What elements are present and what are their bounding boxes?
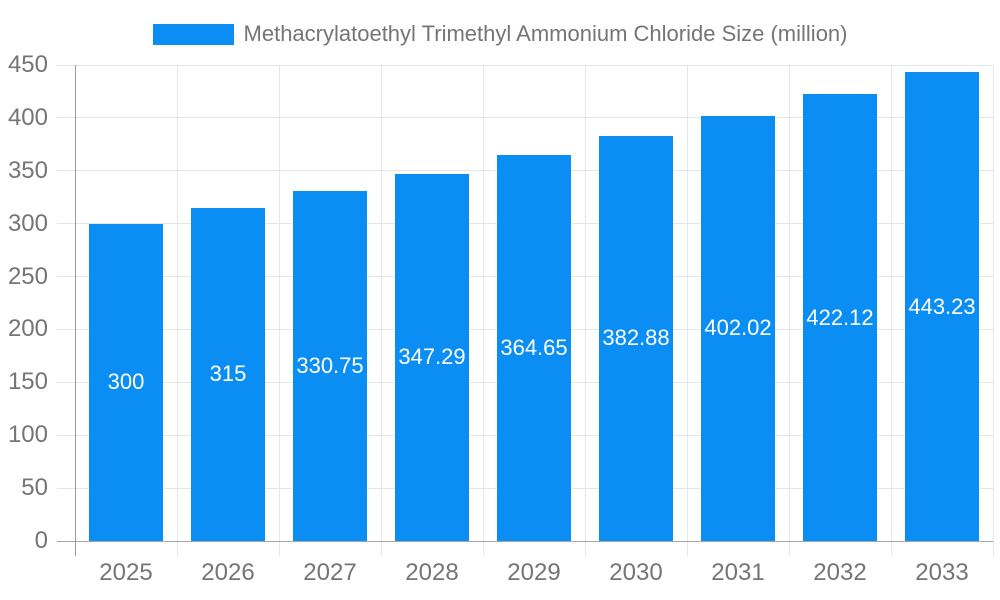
x-tick-label: 2032 bbox=[813, 559, 867, 586]
bar-value-label: 315 bbox=[209, 361, 247, 387]
bar-value-label: 300 bbox=[107, 369, 145, 395]
bar[interactable] bbox=[497, 155, 571, 541]
x-gridline bbox=[890, 65, 892, 556]
y-gridline bbox=[57, 64, 993, 66]
x-gridline bbox=[788, 65, 790, 556]
y-tick-label: 150 bbox=[7, 368, 48, 396]
x-tick-label: 2026 bbox=[201, 559, 255, 586]
y-tick-label: 450 bbox=[7, 51, 48, 78]
x-tick-label: 2031 bbox=[711, 559, 765, 586]
y-tick-label: 200 bbox=[7, 315, 48, 343]
legend[interactable]: Methacrylatoethyl Trimethyl Ammonium Chl… bbox=[0, 21, 1000, 47]
x-gridline bbox=[482, 65, 484, 556]
x-tick-label: 2027 bbox=[303, 559, 357, 586]
bar[interactable] bbox=[293, 191, 367, 541]
x-tick-label: 2025 bbox=[99, 559, 153, 586]
bar-value-label: 402.02 bbox=[704, 315, 772, 341]
bar[interactable] bbox=[599, 135, 673, 541]
bar-value-label: 364.65 bbox=[500, 335, 568, 361]
legend-label: Methacrylatoethyl Trimethyl Ammonium Chl… bbox=[243, 21, 848, 46]
legend-swatch bbox=[152, 23, 234, 45]
x-gridline bbox=[584, 65, 586, 556]
bar[interactable] bbox=[395, 173, 469, 541]
bar[interactable] bbox=[89, 223, 163, 541]
bar-value-label: 330.75 bbox=[296, 353, 364, 379]
x-gridline bbox=[992, 65, 994, 556]
y-tick-label: 250 bbox=[7, 262, 48, 290]
x-tick-label: 2029 bbox=[507, 559, 561, 586]
bar-value-label: 443.23 bbox=[908, 293, 976, 319]
bar[interactable] bbox=[701, 115, 775, 541]
bar[interactable] bbox=[191, 207, 265, 541]
x-tick-label: 2033 bbox=[915, 559, 969, 586]
y-tick-label: 50 bbox=[21, 474, 48, 502]
x-gridline bbox=[176, 65, 178, 556]
x-gridline bbox=[278, 65, 280, 556]
bar-value-label: 382.88 bbox=[602, 325, 670, 351]
y-axis-line bbox=[75, 65, 76, 556]
y-tick-label: 350 bbox=[7, 156, 48, 184]
y-tick-label: 100 bbox=[7, 421, 48, 449]
x-gridline bbox=[686, 65, 688, 556]
x-tick-label: 2028 bbox=[405, 559, 459, 586]
x-tick-label: 2030 bbox=[609, 559, 663, 586]
x-gridline bbox=[380, 65, 382, 556]
y-gridline bbox=[57, 117, 993, 119]
bar[interactable] bbox=[803, 94, 877, 541]
x-axis-line bbox=[57, 541, 993, 542]
y-tick-label: 300 bbox=[7, 209, 48, 237]
bar[interactable] bbox=[905, 72, 979, 541]
bar-value-label: 347.29 bbox=[398, 344, 466, 370]
y-tick-label: 0 bbox=[34, 527, 48, 554]
y-tick-label: 400 bbox=[7, 103, 48, 131]
bar-value-label: 422.12 bbox=[806, 304, 874, 330]
